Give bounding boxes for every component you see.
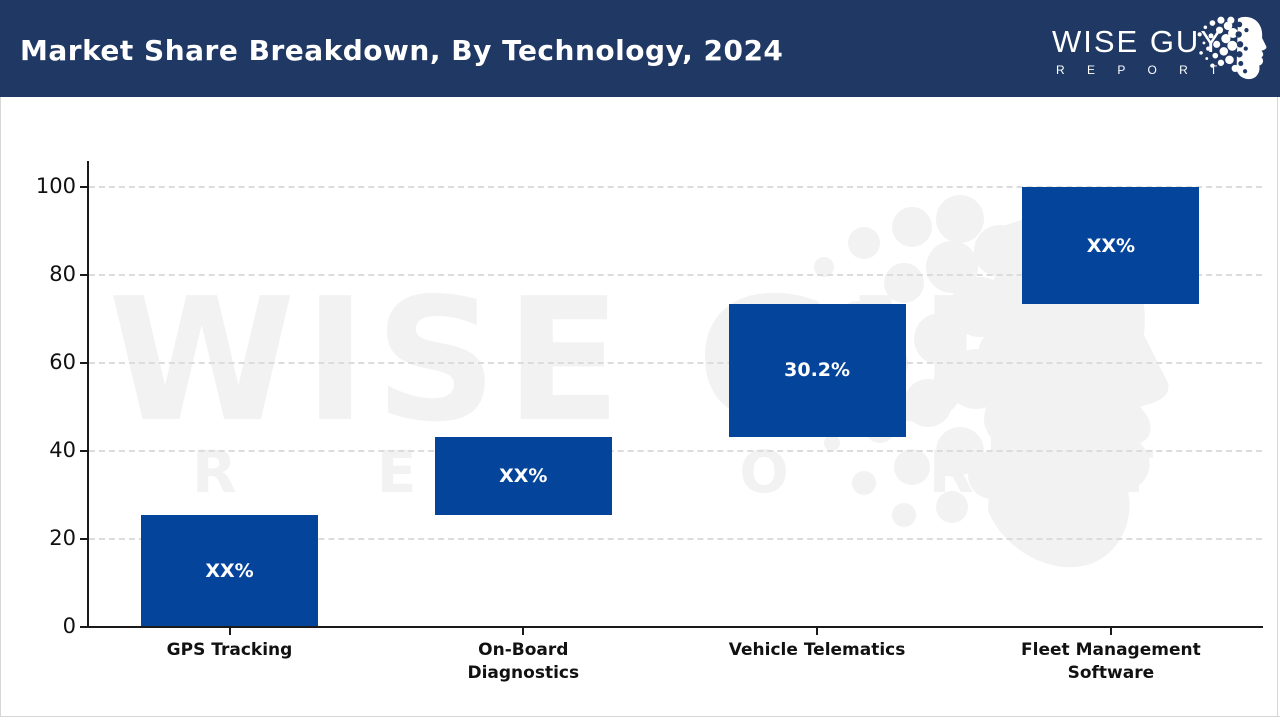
y-axis [87, 161, 89, 628]
page-left-border [0, 97, 1, 717]
y-tick-label-100: 100 [35, 174, 76, 198]
header-banner: Market Share Breakdown, By Technology, 2… [0, 0, 1280, 97]
bar-vehicle-telematics: 30.2% [728, 304, 906, 437]
category-label-line: GPS Tracking [166, 640, 293, 660]
x-tick-mark-gps-tracking [228, 628, 231, 635]
gridline-100 [89, 186, 1262, 188]
category-label-fleet-management-software: Fleet Management Software [961, 639, 1261, 685]
wise-guy-reports-logo: WISE GUY R E P O R T S [1022, 6, 1272, 92]
y-tick-mark-60 [80, 362, 88, 364]
gridline-40 [89, 450, 1262, 452]
gridline-80 [89, 274, 1262, 276]
y-tick-mark-20 [80, 538, 88, 540]
chart-title: Market Share Breakdown, By Technology, 2… [20, 34, 784, 67]
y-tick-mark-100 [80, 186, 88, 188]
category-label-line: Diagnostics [467, 663, 580, 683]
bar-fleet-management-software: XX% [1022, 187, 1200, 305]
logo-face-icon [1197, 16, 1267, 80]
y-tick-label-60: 60 [49, 350, 76, 374]
bar-value-label: XX% [1086, 234, 1136, 257]
x-axis [87, 626, 1263, 628]
page-right-border [1277, 97, 1278, 717]
logo-subtitle: R E P O R T S [1056, 63, 1257, 77]
bar-gps-tracking: XX% [141, 515, 318, 627]
y-tick-label-80: 80 [49, 262, 76, 286]
y-tick-label-40: 40 [49, 438, 76, 462]
y-tick-label-20: 20 [49, 526, 76, 550]
y-tick-mark-0 [80, 626, 88, 628]
bar-value-label: XX% [205, 560, 254, 583]
bar-value-label: 30.2% [784, 359, 851, 382]
x-tick-mark-on-board-diagnostics [522, 628, 525, 635]
category-label-on-board-diagnostics: On-Board Diagnostics [373, 639, 673, 685]
bar-on-board-diagnostics: XX% [434, 436, 612, 516]
gridline-20 [89, 538, 1262, 540]
logo-wordmark: WISE GUY [1051, 24, 1223, 59]
gridline-60 [89, 362, 1262, 364]
category-label-line: On-Board [478, 640, 569, 660]
bar-value-label: XX% [499, 465, 548, 488]
y-tick-mark-40 [80, 450, 88, 452]
page-bottom-border [0, 716, 1280, 717]
category-label-line: Vehicle Telematics [728, 640, 906, 660]
category-label-line: Software [1067, 663, 1155, 683]
category-label-vehicle-telematics: Vehicle Telematics [667, 639, 967, 662]
x-tick-mark-fleet-management-software [1109, 628, 1112, 635]
category-label-line: Fleet Management [1021, 640, 1201, 660]
y-tick-label-0: 0 [62, 614, 76, 638]
y-tick-mark-80 [80, 274, 88, 276]
category-label-gps-tracking: GPS Tracking [80, 639, 380, 662]
x-tick-mark-vehicle-telematics [816, 628, 819, 635]
